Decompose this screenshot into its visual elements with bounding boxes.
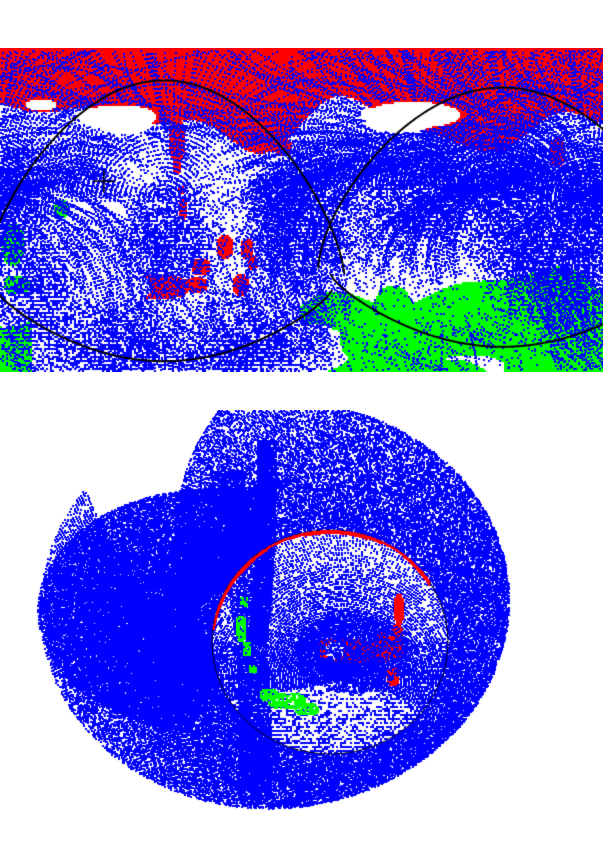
field-line-shell-canvas — [0, 410, 603, 859]
synoptic-connectivity-map-panel — [0, 48, 603, 372]
field-line-shell-3d-panel — [0, 410, 603, 859]
synoptic-map-canvas — [0, 48, 603, 372]
